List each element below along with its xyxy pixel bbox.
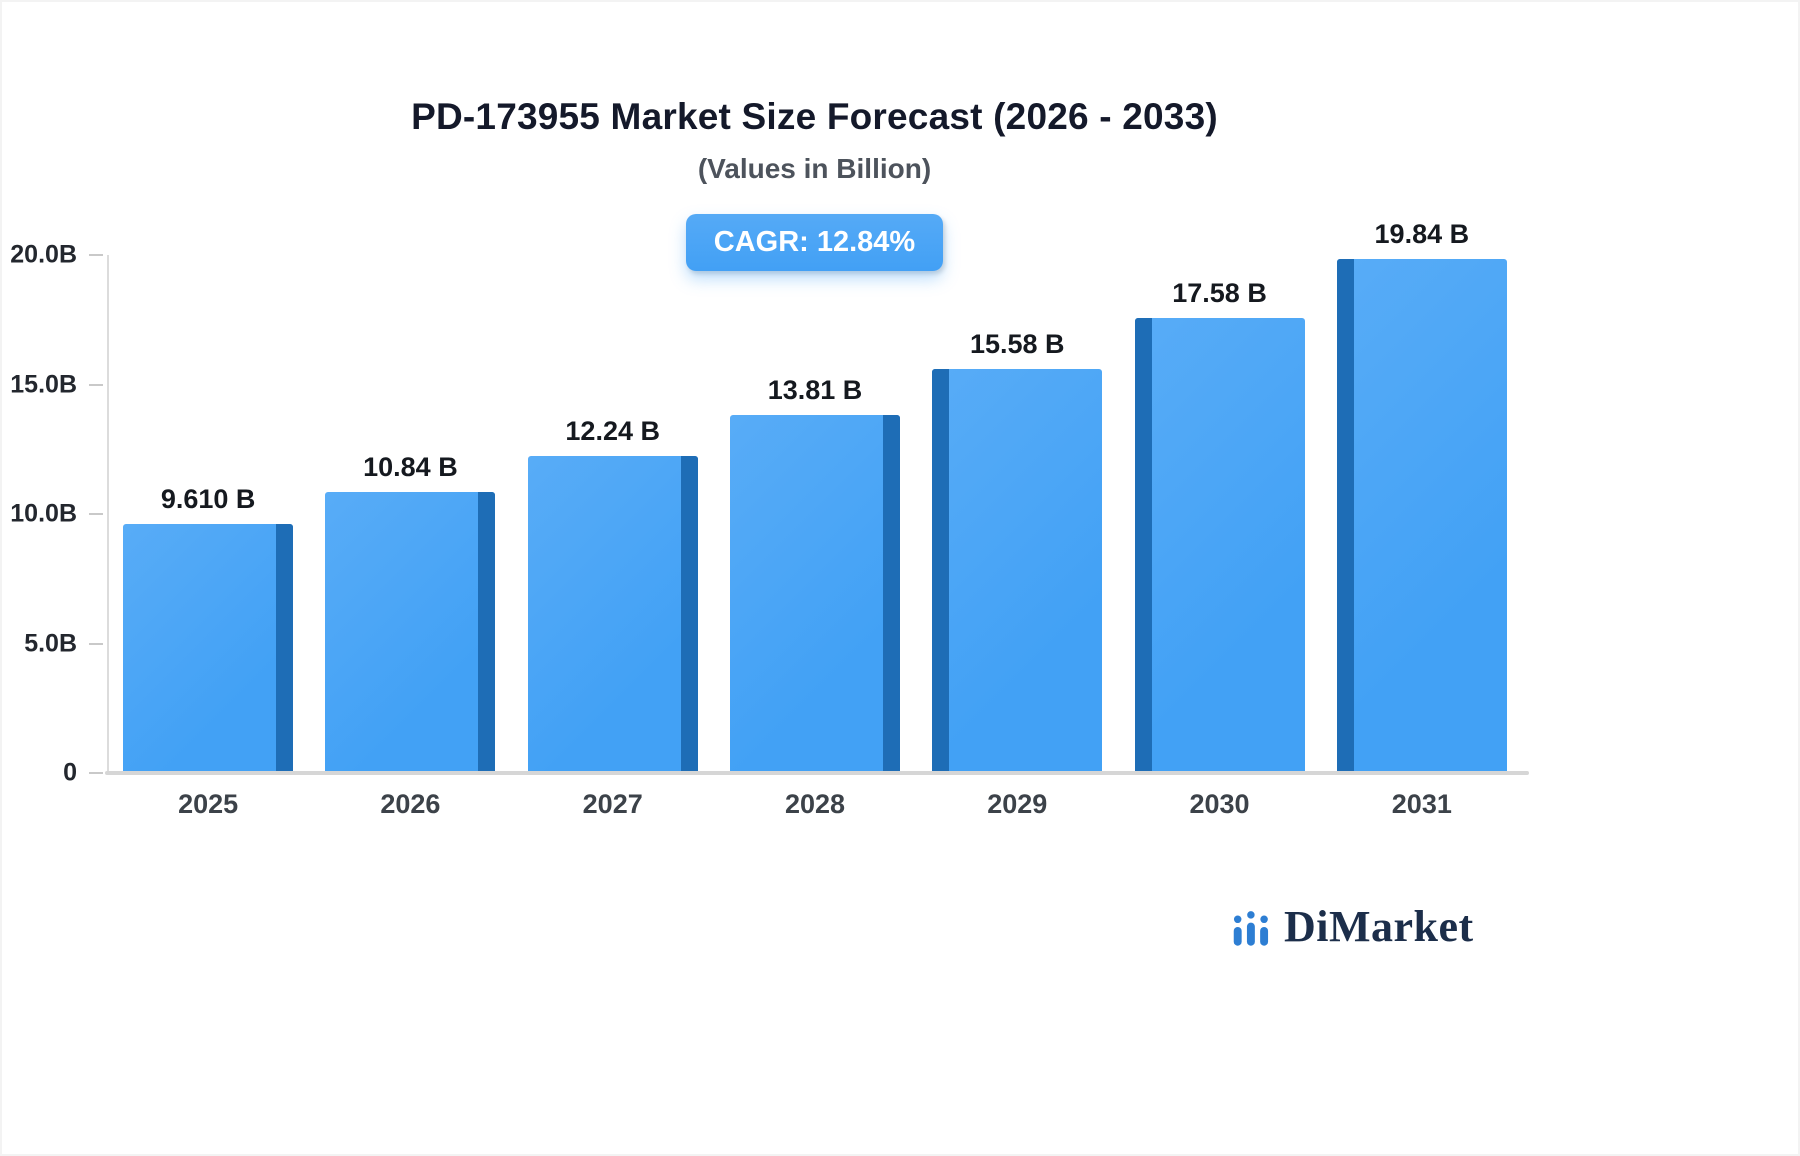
chart-subtitle: (Values in Billion) xyxy=(697,153,932,184)
y-axis-line xyxy=(107,255,109,773)
bar-column: 13.81 B 2028 xyxy=(714,255,916,819)
bar: 9.610 B xyxy=(123,484,294,773)
brand-logo: DiMarket xyxy=(1230,905,1474,949)
bar: 17.58 B xyxy=(1134,278,1305,774)
y-axis-tick-mark xyxy=(89,772,103,774)
bar-value-label: 9.610 B xyxy=(160,484,256,515)
bar-column: 9.610 B 2025 xyxy=(107,255,309,819)
bar-value-label: 17.58 B xyxy=(1172,277,1267,308)
y-axis-tick-label: 5.0B xyxy=(24,629,77,657)
bar: 19.84 B xyxy=(1336,219,1507,773)
chart-header: PD-173955 Market Size Forecast (2026 - 2… xyxy=(2,2,1627,271)
bar-column: 12.24 B 2027 xyxy=(512,255,714,819)
cagr-badge: CAGR: 12.84% xyxy=(685,214,944,271)
dimarket-icon xyxy=(1233,911,1269,946)
x-axis-label: 2027 xyxy=(582,789,643,819)
bar: 15.58 B xyxy=(932,329,1103,773)
chart-title: PD-173955 Market Size Forecast (2026 - 2… xyxy=(411,96,1218,137)
x-axis-label: 2028 xyxy=(784,789,846,819)
bar: 10.84 B xyxy=(325,452,496,773)
x-axis-label: 2031 xyxy=(1391,789,1452,819)
bar-column: 19.84 B 2031 xyxy=(1321,219,1523,819)
x-axis-line xyxy=(105,771,1529,775)
brand-name: DiMarket xyxy=(1284,902,1474,951)
bar-column: 15.58 B 2029 xyxy=(916,255,1118,819)
bars: 9.610 B 2025 10.84 B 2026 12.24 B 2027 13.81 B… xyxy=(107,219,1523,819)
y-axis-tick-mark xyxy=(89,254,103,256)
x-axis-label: 2026 xyxy=(380,789,441,819)
y-axis-tick-mark xyxy=(89,642,103,645)
bar-value-label: 13.81 B xyxy=(767,375,863,406)
y-axis-tick-label: 15.0B xyxy=(10,370,77,398)
bar-value-label: 15.58 B xyxy=(969,329,1065,360)
y-axis-tick-label: 10.0B xyxy=(10,499,77,528)
plot-area: 9.610 B 2025 10.84 B 2026 12.24 B 2027 13.81 B… xyxy=(10,219,1529,819)
bar: 13.81 B xyxy=(730,375,900,773)
y-axis-tick-label: 0 xyxy=(63,758,77,787)
bar: 12.24 B xyxy=(527,416,698,774)
y-axis-tick-mark xyxy=(89,513,103,515)
bar-column: 10.84 B 2026 xyxy=(309,255,511,819)
x-axis-label: 2025 xyxy=(178,789,239,819)
bar-value-label: 19.84 B xyxy=(1374,219,1470,250)
bar-column: 17.58 B 2030 xyxy=(1118,255,1320,819)
bar-value-label: 12.24 B xyxy=(565,415,660,446)
x-axis-label: 2030 xyxy=(1189,789,1250,819)
y-axis-tick-mark xyxy=(89,383,103,386)
y-axis-tick-label: 20.0B xyxy=(10,240,77,269)
bar-value-label: 10.84 B xyxy=(363,452,458,483)
x-axis-label: 2029 xyxy=(987,789,1048,819)
